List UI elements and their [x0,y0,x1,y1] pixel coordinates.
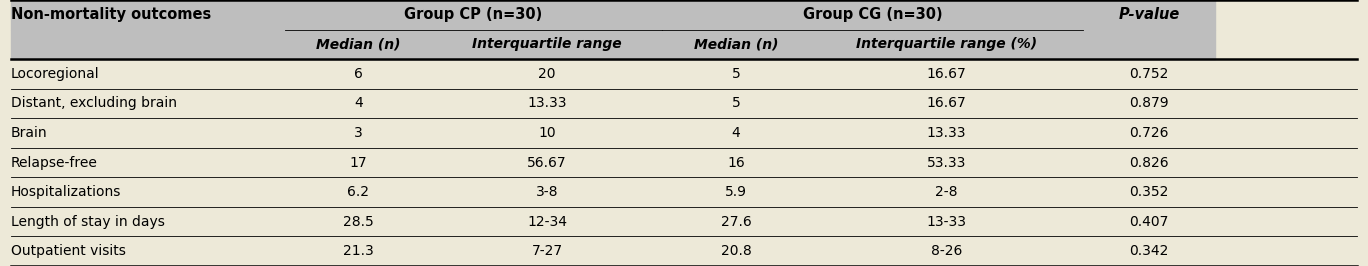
Text: 16: 16 [728,156,744,169]
Text: 0.352: 0.352 [1130,185,1168,199]
Text: Group CP (n=30): Group CP (n=30) [404,7,543,22]
Text: 5: 5 [732,67,740,81]
Text: Non-mortality outcomes: Non-mortality outcomes [11,7,211,22]
Text: Hospitalizations: Hospitalizations [11,185,122,199]
Text: 28.5: 28.5 [343,215,373,229]
Text: 10: 10 [539,126,555,140]
Text: P-value: P-value [1119,7,1179,22]
Text: 13.33: 13.33 [528,97,566,110]
Text: 13.33: 13.33 [928,126,966,140]
Text: Interquartile range: Interquartile range [472,37,622,51]
Text: 0.407: 0.407 [1130,215,1168,229]
Text: 17: 17 [350,156,367,169]
Text: 6.2: 6.2 [347,185,369,199]
Text: 16.67: 16.67 [926,67,967,81]
Text: 0.826: 0.826 [1130,156,1168,169]
Text: 27.6: 27.6 [721,215,751,229]
Bar [11,0,1215,30]
Text: 8-26: 8-26 [932,244,962,258]
Text: Distant, excluding brain: Distant, excluding brain [11,97,176,110]
Text: 20: 20 [539,67,555,81]
Text: 2-8: 2-8 [936,185,958,199]
Text: Group CG (n=30): Group CG (n=30) [803,7,943,22]
Text: Brain: Brain [11,126,48,140]
Text: Median (n): Median (n) [694,37,778,51]
Text: 3-8: 3-8 [536,185,558,199]
Text: 7-27: 7-27 [532,244,562,258]
Text: 13-33: 13-33 [926,215,967,229]
Text: 20.8: 20.8 [721,244,751,258]
Text: 16.67: 16.67 [926,97,967,110]
Text: 4: 4 [354,97,363,110]
Text: Length of stay in days: Length of stay in days [11,215,164,229]
Text: 53.33: 53.33 [928,156,966,169]
Text: 4: 4 [732,126,740,140]
Text: Median (n): Median (n) [316,37,401,51]
Text: 21.3: 21.3 [343,244,373,258]
Text: Relapse-free: Relapse-free [11,156,98,169]
Text: 5: 5 [732,97,740,110]
Text: 6: 6 [354,67,363,81]
Text: Locoregional: Locoregional [11,67,100,81]
Text: 56.67: 56.67 [528,156,566,169]
Bar [11,30,1215,59]
Text: Interquartile range (%): Interquartile range (%) [856,37,1037,51]
Text: 0.752: 0.752 [1130,67,1168,81]
Text: 0.342: 0.342 [1130,244,1168,258]
Text: Outpatient visits: Outpatient visits [11,244,126,258]
Text: 5.9: 5.9 [725,185,747,199]
Text: 0.726: 0.726 [1130,126,1168,140]
Text: 0.879: 0.879 [1130,97,1168,110]
Text: 12-34: 12-34 [527,215,568,229]
Text: 3: 3 [354,126,363,140]
